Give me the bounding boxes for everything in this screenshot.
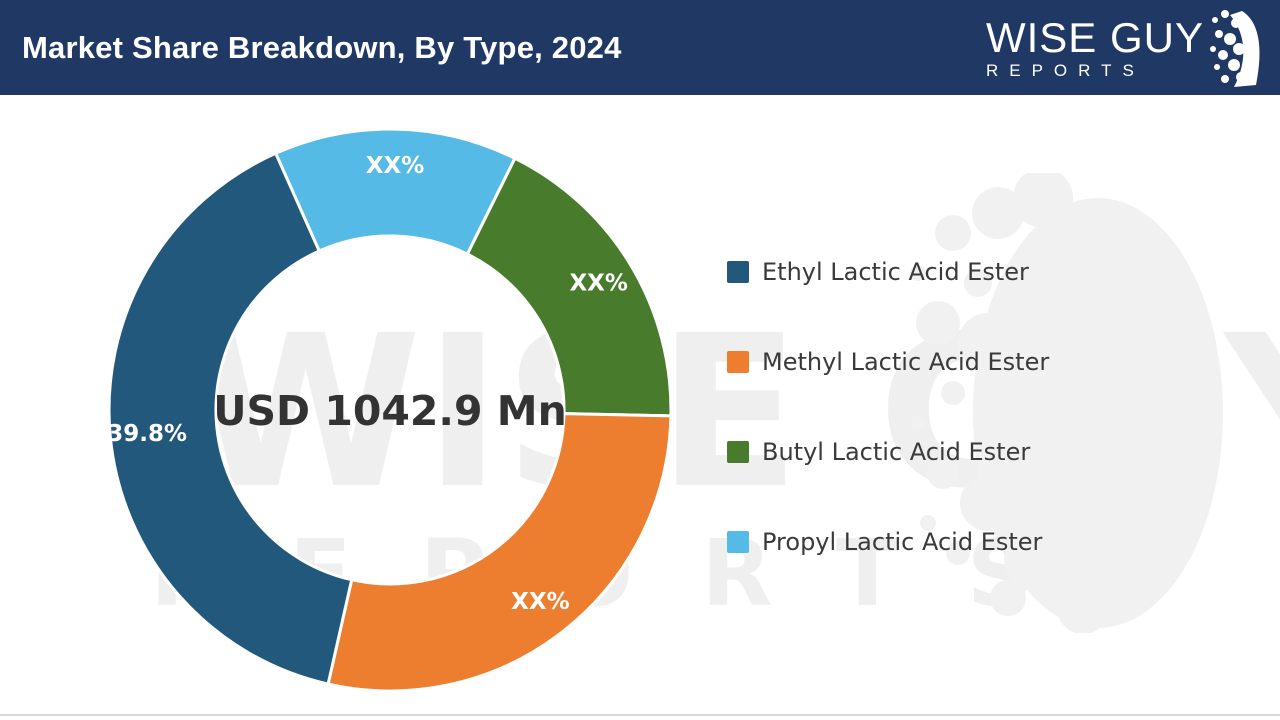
donut-segment-ethyl-lactic-acid-ester xyxy=(107,151,354,686)
donut-chart: XX% XX% XX% 39.8% xyxy=(107,127,673,693)
legend-item-propyl-lactic-acid-ester: Propyl Lactic Acid Ester xyxy=(727,527,1049,557)
wiseguy-face-icon xyxy=(1210,9,1260,87)
legend-label-butyl-lactic-acid-ester: Butyl Lactic Acid Ester xyxy=(762,438,1031,466)
legend-item-ethyl-lactic-acid-ester: Ethyl Lactic Acid Ester xyxy=(727,257,1049,287)
logo-wordmark: WISE GUY REPORTS xyxy=(985,13,1204,80)
donut-segment-butyl-lactic-acid-ester xyxy=(465,156,673,418)
legend-swatch-ethyl-lactic-acid-ester xyxy=(727,261,749,283)
legend-swatch-methyl-lactic-acid-ester xyxy=(727,351,749,373)
wiseguy-logo: WISE GUY REPORTS xyxy=(986,7,1264,89)
logo-wordmark-sub: REPORTS xyxy=(985,60,1145,80)
header-bar: Market Share Breakdown, By Type, 2024 WI… xyxy=(0,0,1280,95)
page-title: Market Share Breakdown, By Type, 2024 xyxy=(22,29,622,65)
logo-wordmark-main: WISE GUY xyxy=(985,13,1204,61)
legend-label-propyl-lactic-acid-ester: Propyl Lactic Acid Ester xyxy=(762,528,1043,556)
watermark-face-icon xyxy=(910,173,1223,633)
bottom-divider xyxy=(0,714,1280,716)
segment-value-label-propyl-lactic-acid-ester: XX% xyxy=(366,153,425,179)
chart-legend: Ethyl Lactic Acid Ester Methyl Lactic Aci… xyxy=(727,257,1049,617)
legend-swatch-propyl-lactic-acid-ester xyxy=(727,531,749,553)
segment-value-label-butyl-lactic-acid-ester: XX% xyxy=(569,271,628,297)
segment-value-label-methyl-lactic-acid-ester: XX% xyxy=(511,589,570,615)
legend-swatch-butyl-lactic-acid-ester xyxy=(727,441,749,463)
legend-item-butyl-lactic-acid-ester: Butyl Lactic Acid Ester xyxy=(727,437,1049,467)
legend-label-ethyl-lactic-acid-ester: Ethyl Lactic Acid Ester xyxy=(762,258,1029,286)
chart-area: WISE GUY REPORTS XX% XX% XX% 39.8% USD 1042… xyxy=(0,95,1280,720)
legend-item-methyl-lactic-acid-ester: Methyl Lactic Acid Ester xyxy=(727,347,1049,377)
donut-segment-methyl-lactic-acid-ester xyxy=(326,412,673,693)
legend-label-methyl-lactic-acid-ester: Methyl Lactic Acid Ester xyxy=(762,348,1050,376)
segment-value-label-ethyl-lactic-acid-ester: 39.8% xyxy=(107,421,187,447)
donut-center-value: USD 1042.9 Mn xyxy=(213,387,567,435)
